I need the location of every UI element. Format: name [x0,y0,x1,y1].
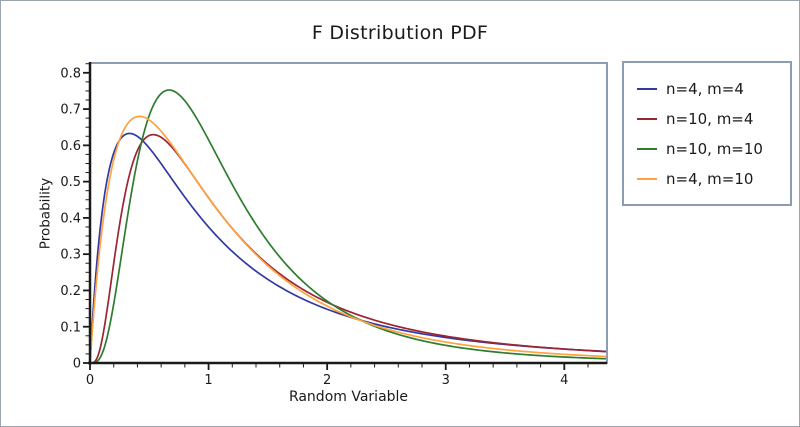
chart-title: F Distribution PDF [311,22,489,44]
y-tick-label: 0.7 [60,103,81,118]
legend-item-label: n=4, m=4 [666,79,744,98]
legend-line-swatch [637,177,657,180]
legend-item-label: n=4, m=10 [666,169,754,188]
x-axis-label: Random Variable [288,389,409,405]
curve-4-4 [89,132,608,364]
x-tick-label: 2 [323,373,331,388]
y-axis-label: Probability [37,177,54,250]
x-tick-label: 4 [560,373,568,388]
curve-10-10 [89,89,608,364]
legend-item: n=10, m=10 [637,139,790,159]
legend-line-swatch [637,147,657,150]
y-tick-label: 0 [73,357,81,372]
x-tick-label: 0 [86,373,94,388]
legend-item: n=10, m=4 [637,109,790,129]
x-tick-label: 1 [204,373,212,388]
legend-line-swatch [637,117,657,120]
y-tick-label: 0.3 [60,248,81,263]
y-tick-label: 0.4 [60,211,81,226]
curve-10-4 [89,133,608,364]
y-tick-label: 0.6 [60,139,81,154]
legend-item: n=4, m=4 [637,79,790,99]
legend-item-label: n=10, m=10 [666,139,763,158]
y-tick-label: 0.5 [60,175,81,190]
y-tick-label: 0.8 [60,66,81,81]
legend-item-label: n=10, m=4 [666,109,754,128]
legend: n=4, m=4 n=10, m=4 n=10, m=10 n=4, m=10 [622,61,792,206]
y-tick-label: 0.2 [60,284,81,299]
y-tick-label: 0.1 [60,320,81,335]
x-tick-label: 3 [442,373,450,388]
legend-line-swatch [637,87,657,90]
curve-4-10 [89,115,608,364]
legend-item: n=4, m=10 [637,169,790,189]
